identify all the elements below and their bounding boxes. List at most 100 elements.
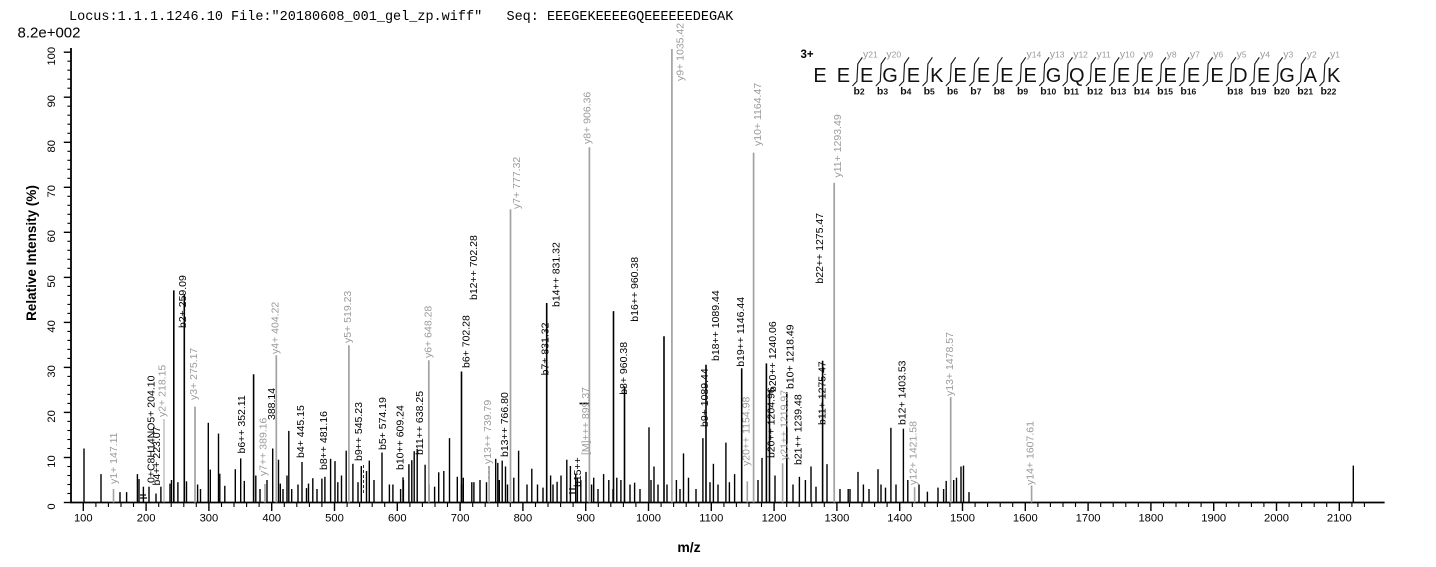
svg-text:b4+ 445.15: b4+ 445.15: [295, 405, 307, 458]
svg-text:1500: 1500: [950, 513, 975, 525]
svg-text:b16++ 960.38: b16++ 960.38: [629, 257, 641, 322]
svg-text:y4: y4: [1260, 49, 1270, 61]
svg-text:y1+ 147.11: y1+ 147.11: [108, 432, 120, 484]
svg-text:y13+ 1478.57: y13+ 1478.57: [944, 332, 956, 396]
svg-text:E: E: [1210, 65, 1223, 87]
svg-text:E: E: [1257, 65, 1270, 87]
svg-text:1700: 1700: [1076, 513, 1101, 525]
svg-text:y8: y8: [1167, 49, 1177, 61]
svg-text:E: E: [1187, 65, 1200, 87]
svg-text:D: D: [1233, 65, 1247, 87]
svg-text:800: 800: [514, 513, 533, 525]
svg-text:G: G: [882, 65, 898, 87]
svg-text:b13: b13: [1110, 85, 1126, 97]
svg-text:b13++ 766.80: b13++ 766.80: [499, 392, 511, 457]
svg-text:b6: b6: [947, 85, 958, 97]
svg-text:10: 10: [46, 455, 58, 467]
svg-text:y7: y7: [1190, 49, 1200, 61]
svg-text:E: E: [1094, 65, 1107, 87]
svg-text:b22: b22: [1321, 85, 1337, 97]
svg-text:b7: b7: [970, 85, 981, 97]
svg-text:1600: 1600: [1013, 513, 1038, 525]
svg-text:50: 50: [46, 275, 58, 287]
svg-text:b8++ 481.16: b8++ 481.16: [318, 411, 330, 470]
svg-text:b7+ 831.32: b7+ 831.32: [540, 322, 552, 375]
svg-text:b4: b4: [900, 85, 911, 97]
svg-text:[M]+++ 899.37: [M]+++ 899.37: [580, 387, 592, 455]
svg-text:30: 30: [46, 365, 58, 377]
svg-text:E: E: [1164, 65, 1177, 87]
svg-text:y20: y20: [886, 49, 901, 61]
svg-text:b8+ 960.38: b8+ 960.38: [618, 342, 630, 395]
svg-text:2100: 2100: [1327, 513, 1352, 525]
svg-text:E: E: [907, 65, 920, 87]
svg-text:1400: 1400: [887, 513, 912, 525]
svg-text:y7+ 777.32: y7+ 777.32: [511, 157, 523, 209]
svg-text:b4++ 223.07: b4++ 223.07: [151, 426, 163, 485]
svg-text:E: E: [953, 65, 966, 87]
svg-text:y9+ 1035.42: y9+ 1035.42: [675, 23, 687, 81]
svg-text:A: A: [1304, 65, 1318, 87]
svg-text:60: 60: [46, 230, 58, 242]
svg-text:0+C8H14NO5+ 204.10: 0+C8H14NO5+ 204.10: [146, 375, 158, 483]
svg-text:200: 200: [137, 513, 156, 525]
svg-text:y12: y12: [1073, 49, 1088, 61]
svg-text:400: 400: [262, 513, 281, 525]
svg-text:y11: y11: [1097, 49, 1111, 61]
svg-text:E: E: [860, 65, 873, 87]
svg-text:b9+ 1089.44: b9+ 1089.44: [699, 368, 711, 427]
svg-text:b6+ 702.28: b6+ 702.28: [461, 315, 473, 368]
svg-text:K: K: [1327, 65, 1341, 87]
svg-text:Relative Intensity (%): Relative Intensity (%): [24, 185, 39, 321]
svg-text:900: 900: [576, 513, 595, 525]
svg-text:100: 100: [46, 47, 58, 66]
svg-text:y14+ 1607.61: y14+ 1607.61: [1025, 421, 1037, 485]
svg-text:Q: Q: [1069, 65, 1085, 87]
svg-text:b10++ 609.24: b10++ 609.24: [395, 405, 407, 470]
svg-text:b5: b5: [924, 85, 935, 97]
svg-text:G: G: [1279, 65, 1295, 87]
svg-text:3+: 3+: [801, 49, 814, 61]
svg-text:y2: y2: [1307, 49, 1317, 61]
svg-text:b9++ 545.23: b9++ 545.23: [353, 402, 365, 461]
svg-text:b10: b10: [1040, 85, 1056, 97]
svg-text:100: 100: [74, 513, 93, 525]
svg-text:E: E: [1024, 65, 1037, 87]
svg-text:388.14: 388.14: [266, 388, 278, 420]
svg-text:8.2e+002: 8.2e+002: [18, 25, 81, 42]
svg-text:G: G: [1046, 65, 1062, 87]
svg-text:y5: y5: [1237, 49, 1247, 61]
svg-text:Locus:1.1.1.1246.10 File:"2018: Locus:1.1.1.1246.10 File:"20180608_001_g…: [69, 10, 734, 25]
svg-text:b6++ 352.11: b6++ 352.11: [236, 395, 248, 453]
svg-text:b3: b3: [877, 85, 888, 97]
svg-text:b8: b8: [994, 85, 1005, 97]
svg-text:b12+ 1403.53: b12+ 1403.53: [897, 360, 909, 425]
svg-text:y14: y14: [1027, 49, 1042, 61]
svg-text:b19: b19: [1251, 85, 1267, 97]
svg-text:y6+ 648.28: y6+ 648.28: [423, 306, 435, 358]
svg-text:b19++ 1146.44: b19++ 1146.44: [735, 297, 747, 367]
svg-text:b11+ 1275.47: b11+ 1275.47: [817, 361, 829, 425]
svg-text:y10: y10: [1120, 49, 1135, 61]
svg-text:1100: 1100: [699, 513, 723, 525]
svg-text:b20++ 1204.96: b20++ 1204.96: [766, 387, 778, 458]
svg-text:y6: y6: [1213, 49, 1223, 61]
svg-text:b21++ 1239.48: b21++ 1239.48: [793, 394, 805, 465]
svg-text:b11: b11: [1064, 85, 1080, 97]
svg-text:y13++ 739.79: y13++ 739.79: [482, 400, 494, 464]
svg-text:b12++ 702.28: b12++ 702.28: [468, 235, 480, 300]
svg-text:90: 90: [46, 95, 58, 107]
svg-text:b10+ 1218.49: b10+ 1218.49: [785, 324, 797, 389]
svg-text:y11+ 1293.49: y11+ 1293.49: [832, 114, 844, 177]
svg-text:1900: 1900: [1201, 513, 1226, 525]
svg-text:0: 0: [46, 503, 58, 509]
svg-text:m/z: m/z: [677, 539, 700, 555]
svg-text:40: 40: [46, 320, 58, 332]
svg-text:2000: 2000: [1264, 513, 1289, 525]
svg-text:b14++ 831.32: b14++ 831.32: [551, 242, 563, 307]
svg-text:b20++ 1240.06: b20++ 1240.06: [767, 321, 779, 392]
svg-text:500: 500: [325, 513, 344, 525]
svg-text:600: 600: [388, 513, 407, 525]
svg-text:20: 20: [46, 410, 58, 422]
svg-text:y5+ 519.23: y5+ 519.23: [342, 291, 354, 343]
